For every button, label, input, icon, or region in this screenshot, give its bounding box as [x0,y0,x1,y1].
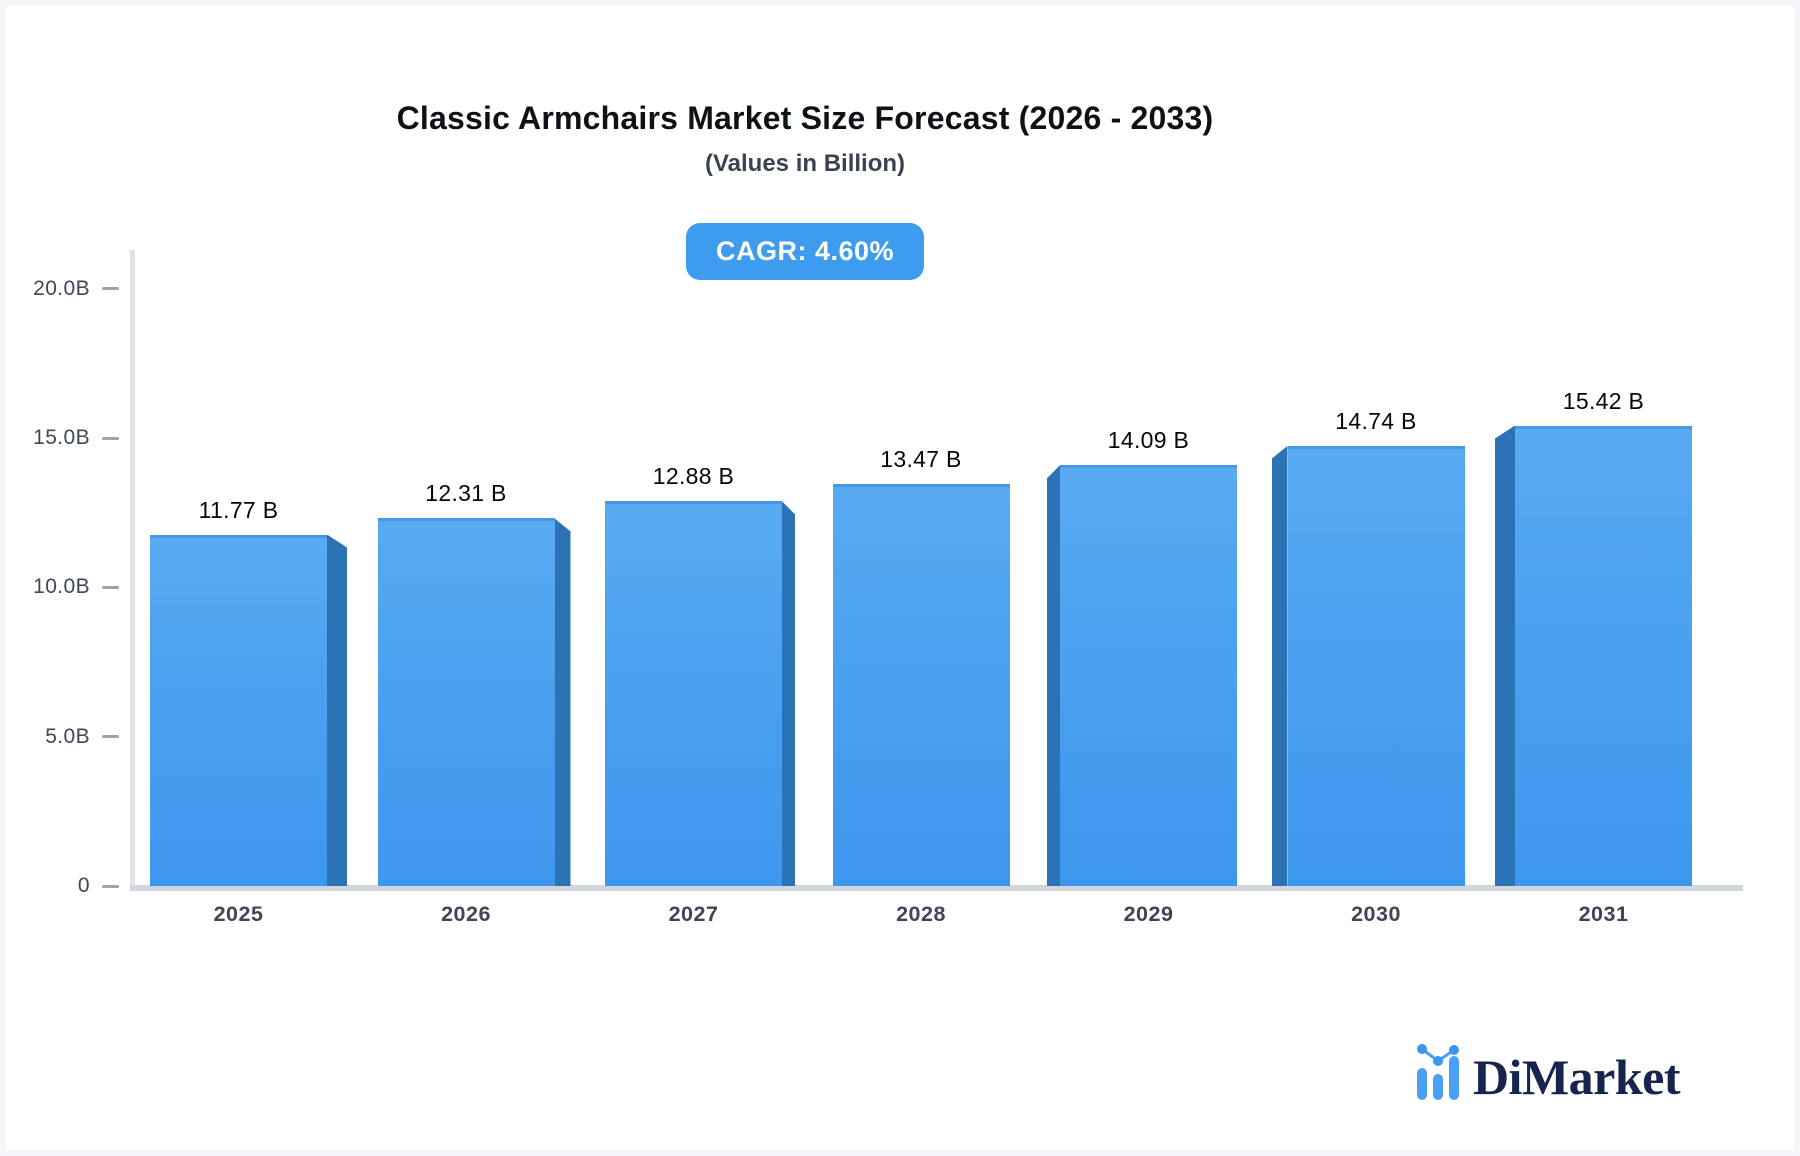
bar-value-label: 13.47 B [880,445,962,472]
y-axis-tick [102,287,119,291]
x-axis-category-label: 2027 [668,902,719,926]
bar-value-label: 15.42 B [1562,387,1645,414]
y-axis-tick-label: 0 [77,874,90,897]
bar-side-face [327,534,347,886]
x-axis-category-label: 2026 [441,902,491,926]
chart-title: Classic Armchairs Market Size Forecast (… [396,100,1214,136]
y-axis-tick-label: 15.0B [33,426,90,450]
bar-side-face [782,501,795,886]
bar-side-face [554,518,571,886]
bar-side-face [1271,445,1288,886]
x-axis-category-label: 2029 [1123,902,1174,926]
y-axis-tick-label: 20.0B [33,276,90,300]
bar-chart-logo-icon [1416,1044,1459,1100]
bar [1287,445,1465,886]
y-axis-tick [102,735,119,739]
bar [1515,425,1692,886]
bar-chart-plot-area: 20.0B 15.0B 10.0B 5.0B 0 11.77 B 2025 12.31 B 20… [6,6,1794,1150]
x-axis-line [130,885,1743,891]
y-axis-tick-label: 10.0B [33,575,90,599]
y-axis-tick [102,436,119,440]
cagr-badge: CAGR: 4.60% [685,223,925,280]
brand-logo-text: DiMarket [1472,1049,1681,1105]
bar [1060,465,1237,886]
x-axis-category-label: 2028 [896,902,946,926]
y-axis-line [130,250,135,891]
x-axis-category-label: 2030 [1351,902,1401,926]
bar-value-label: 12.31 B [425,480,507,507]
bar-value-label: 14.09 B [1107,427,1190,454]
chart-card: Classic Armchairs Market Size Forecast (… [6,6,1794,1150]
chart-subtitle: (Values in Billion) [704,150,906,177]
bar-value-label: 11.77 B [198,496,279,523]
x-axis-category-label: 2031 [1578,902,1629,926]
bar-side-face [1047,465,1060,886]
bar [605,501,782,886]
y-axis-tick [102,585,119,589]
x-axis-category-label: 2025 [213,902,264,926]
bar [150,534,327,886]
bar-side-face [1495,425,1515,886]
y-axis-tick-label: 5.0B [45,724,90,748]
y-axis-tick [102,884,119,888]
bar-value-label: 12.88 B [652,463,735,490]
bar-value-label: 14.74 B [1335,407,1417,434]
brand-logo: DiMarket [1416,1042,1681,1105]
bar [832,483,1010,886]
bar [377,518,555,886]
